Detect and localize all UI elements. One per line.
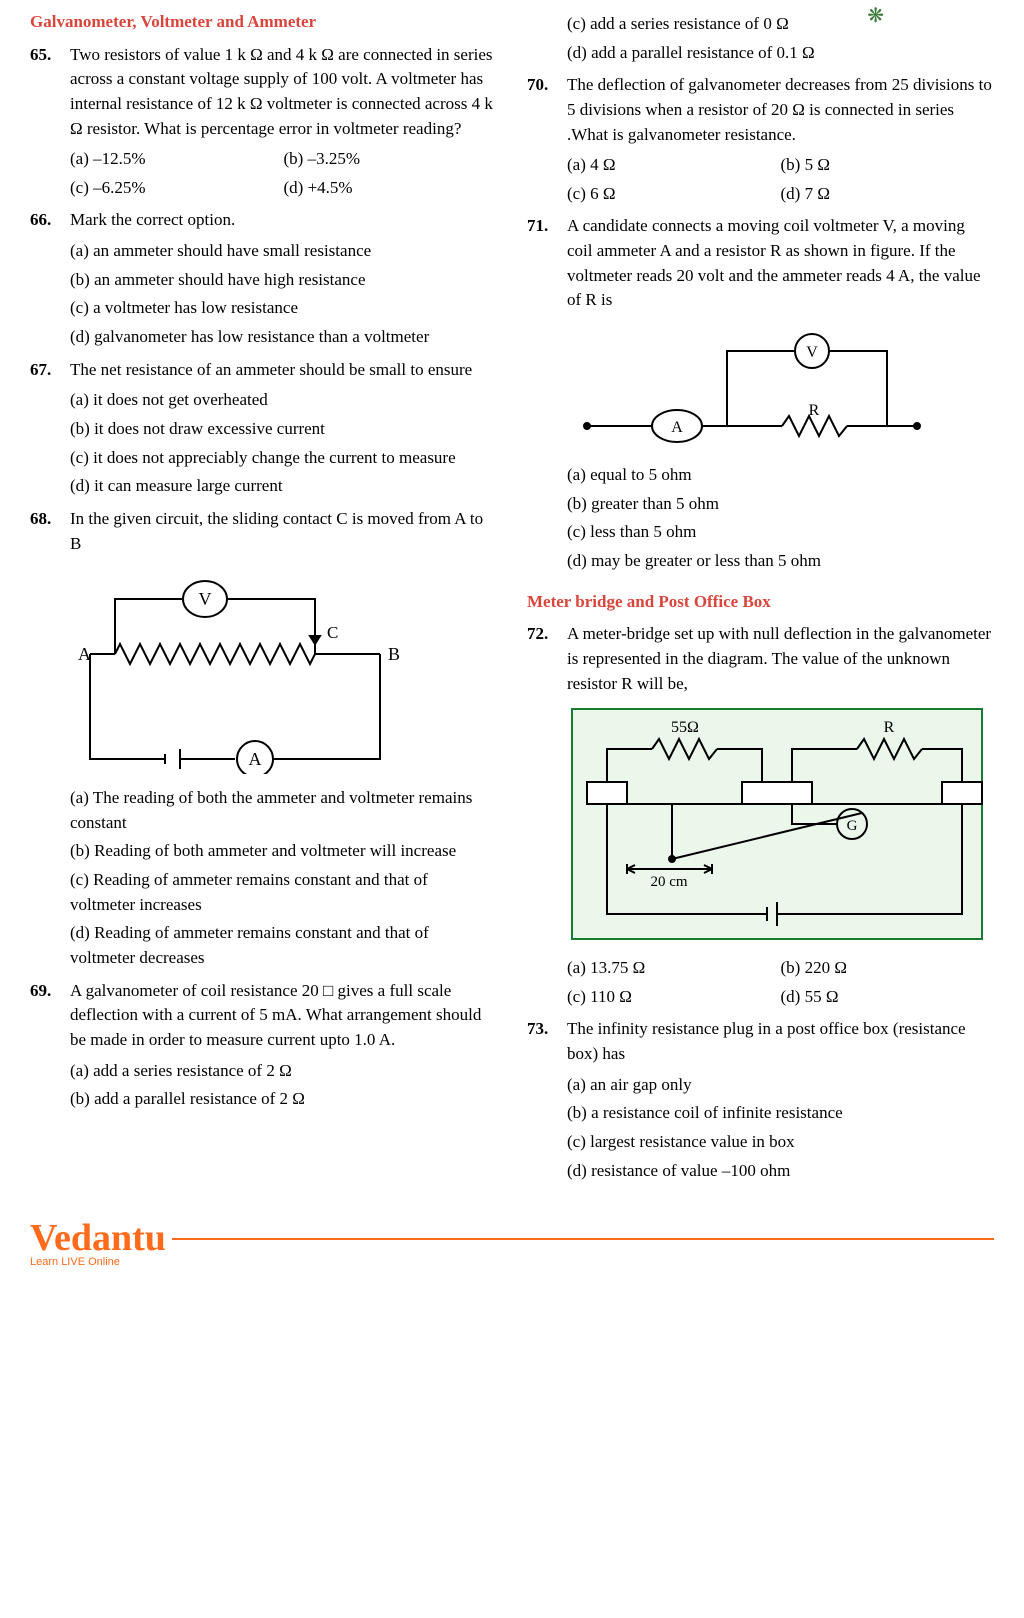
question-number: 66. <box>30 208 70 351</box>
option-c: (c) Reading of ammeter remains constant … <box>70 866 497 919</box>
option-a: (a) an air gap only <box>567 1071 994 1100</box>
option-d: (d) add a parallel resistance of 0.1 Ω <box>567 39 994 68</box>
voltmeter-label: V <box>199 589 212 609</box>
section-heading-meter-bridge: Meter bridge and Post Office Box <box>527 590 994 615</box>
question-number: 70. <box>527 73 567 208</box>
question-number: 65. <box>30 43 70 203</box>
option-a: (a) 13.75 Ω <box>567 954 781 983</box>
question-number: 67. <box>30 358 70 501</box>
voltmeter-label: V <box>806 344 818 361</box>
terminal-b-label: B <box>388 644 400 664</box>
question-69-continued: (c) add a series resistance of 0 Ω (d) a… <box>527 10 994 67</box>
question-text: A galvanometer of coil resistance 20 □ g… <box>70 979 497 1053</box>
option-c: (c) less than 5 ohm <box>567 518 994 547</box>
question-number: 72. <box>527 622 567 1011</box>
option-d: (d) it can measure large current <box>70 472 497 501</box>
question-65: 65. Two resistors of value 1 k Ω and 4 k… <box>30 43 497 203</box>
brand-logo: Vedantu <box>30 1219 166 1257</box>
question-number: 73. <box>527 1017 567 1185</box>
option-a: (a) an ammeter should have small resista… <box>70 237 497 266</box>
question-text: A candidate connects a moving coil voltm… <box>567 214 994 313</box>
option-c: (c) largest resistance value in box <box>567 1128 994 1157</box>
right-column: (c) add a series resistance of 0 Ω (d) a… <box>527 10 994 1191</box>
option-d: (d) may be greater or less than 5 ohm <box>567 547 994 576</box>
option-b: (b) –3.25% <box>284 145 498 174</box>
option-b: (b) Reading of both ammeter and voltmete… <box>70 837 497 866</box>
question-text: The infinity resistance plug in a post o… <box>567 1017 994 1066</box>
page-columns: Galvanometer, Voltmeter and Ammeter 65. … <box>30 10 994 1191</box>
circuit-diagram-68: V C A B A <box>70 564 497 774</box>
option-b: (b) greater than 5 ohm <box>567 490 994 519</box>
section-heading-galvanometer: Galvanometer, Voltmeter and Ammeter <box>30 10 497 35</box>
question-number: 69. <box>30 979 70 1114</box>
option-a: (a) The reading of both the ammeter and … <box>70 784 497 837</box>
circuit-diagram-71: V A R <box>567 321 994 451</box>
option-b: (b) an ammeter should have high resistan… <box>70 266 497 295</box>
option-c: (c) 6 Ω <box>567 180 781 209</box>
option-b: (b) 5 Ω <box>781 151 995 180</box>
question-number: 71. <box>527 214 567 575</box>
question-73: 73. The infinity resistance plug in a po… <box>527 1017 994 1185</box>
slider-label: C <box>327 623 338 642</box>
option-d: (d) galvanometer has low resistance than… <box>70 323 497 352</box>
option-c: (c) a voltmeter has low resistance <box>70 294 497 323</box>
ammeter-label: A <box>671 419 683 436</box>
question-68: 68. In the given circuit, the sliding co… <box>30 507 497 973</box>
resistor-label: R <box>809 402 820 419</box>
option-a: (a) 4 Ω <box>567 151 781 180</box>
option-c: (c) add a series resistance of 0 Ω <box>567 10 994 39</box>
question-text: The deflection of galvanometer decreases… <box>567 73 994 147</box>
question-71: 71. A candidate connects a moving coil v… <box>527 214 994 575</box>
option-c: (c) 110 Ω <box>567 983 781 1012</box>
option-b: (b) add a parallel resistance of 2 Ω <box>70 1085 497 1114</box>
option-c: (c) it does not appreciably change the c… <box>70 444 497 473</box>
question-number: 68. <box>30 507 70 973</box>
question-text: Two resistors of value 1 k Ω and 4 k Ω a… <box>70 43 497 142</box>
option-a: (a) equal to 5 ohm <box>567 461 994 490</box>
option-d: (d) resistance of value –100 ohm <box>567 1157 994 1186</box>
option-a: (a) add a series resistance of 2 Ω <box>70 1057 497 1086</box>
option-b: (b) it does not draw excessive current <box>70 415 497 444</box>
option-d: (d) Reading of ammeter remains constant … <box>70 919 497 972</box>
question-66: 66. Mark the correct option. (a) an amme… <box>30 208 497 351</box>
question-text: In the given circuit, the sliding contac… <box>70 507 497 556</box>
meter-bridge-diagram: 55Ω R G 20 cm <box>567 704 994 944</box>
question-text: Mark the correct option. <box>70 208 497 233</box>
distance-label: 20 cm <box>650 874 687 890</box>
galvanometer-label: G <box>847 818 858 834</box>
option-d: (d) +4.5% <box>284 174 498 203</box>
question-69: 69. A galvanometer of coil resistance 20… <box>30 979 497 1114</box>
resistor-55-label: 55Ω <box>671 719 699 736</box>
question-text: A meter-bridge set up with null deflecti… <box>567 622 994 696</box>
ammeter-label: A <box>249 749 262 769</box>
option-b: (b) 220 Ω <box>781 954 995 983</box>
option-b: (b) a resistance coil of infinite resist… <box>567 1099 994 1128</box>
option-c: (c) –6.25% <box>70 174 284 203</box>
option-d: (d) 7 Ω <box>781 180 995 209</box>
decorative-glyph: ❋ <box>867 2 884 31</box>
left-column: Galvanometer, Voltmeter and Ammeter 65. … <box>30 10 497 1191</box>
question-72: 72. A meter-bridge set up with null defl… <box>527 622 994 1011</box>
page-footer: Vedantu Learn LIVE Online <box>30 1219 994 1271</box>
question-70: 70. The deflection of galvanometer decre… <box>527 73 994 208</box>
option-a: (a) it does not get overheated <box>70 386 497 415</box>
question-text: The net resistance of an ammeter should … <box>70 358 497 383</box>
option-a: (a) –12.5% <box>70 145 284 174</box>
option-d: (d) 55 Ω <box>781 983 995 1012</box>
footer-divider <box>172 1238 994 1240</box>
resistor-r-label: R <box>884 719 895 736</box>
question-67: 67. The net resistance of an ammeter sho… <box>30 358 497 501</box>
terminal-a-label: A <box>78 644 91 664</box>
